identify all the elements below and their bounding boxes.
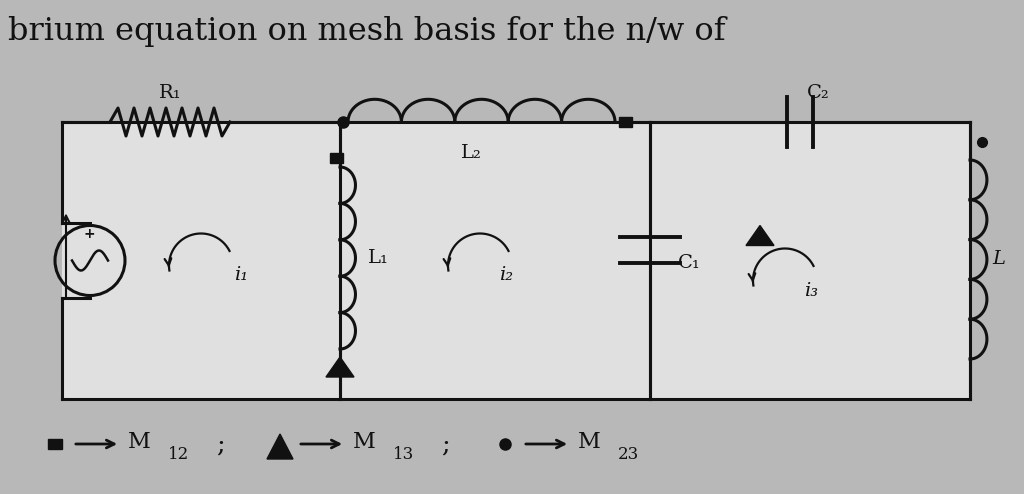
- Text: C₂: C₂: [807, 84, 829, 102]
- Text: L₂: L₂: [461, 144, 482, 162]
- Text: M: M: [128, 431, 151, 453]
- Text: i₁: i₁: [234, 266, 248, 285]
- Polygon shape: [267, 434, 293, 459]
- Bar: [330, 153, 342, 163]
- Text: i₃: i₃: [804, 282, 818, 299]
- Text: L: L: [992, 250, 1005, 269]
- Polygon shape: [746, 225, 774, 246]
- Text: L₁: L₁: [368, 249, 389, 267]
- Text: M: M: [353, 431, 376, 453]
- Bar: [618, 117, 632, 127]
- Text: i₂: i₂: [499, 266, 513, 285]
- Text: R₁: R₁: [159, 84, 181, 102]
- Text: C₁: C₁: [678, 253, 700, 272]
- Polygon shape: [62, 122, 970, 399]
- Text: ;: ;: [440, 431, 450, 456]
- Text: +: +: [83, 227, 95, 241]
- Text: 12: 12: [168, 446, 189, 462]
- Text: brium equation on mesh basis for the n/w of: brium equation on mesh basis for the n/w…: [8, 16, 726, 47]
- Bar: [48, 439, 62, 449]
- Polygon shape: [326, 357, 354, 377]
- Text: 13: 13: [393, 446, 415, 462]
- Text: M: M: [578, 431, 601, 453]
- Text: ;: ;: [216, 431, 224, 456]
- Text: 23: 23: [618, 446, 639, 462]
